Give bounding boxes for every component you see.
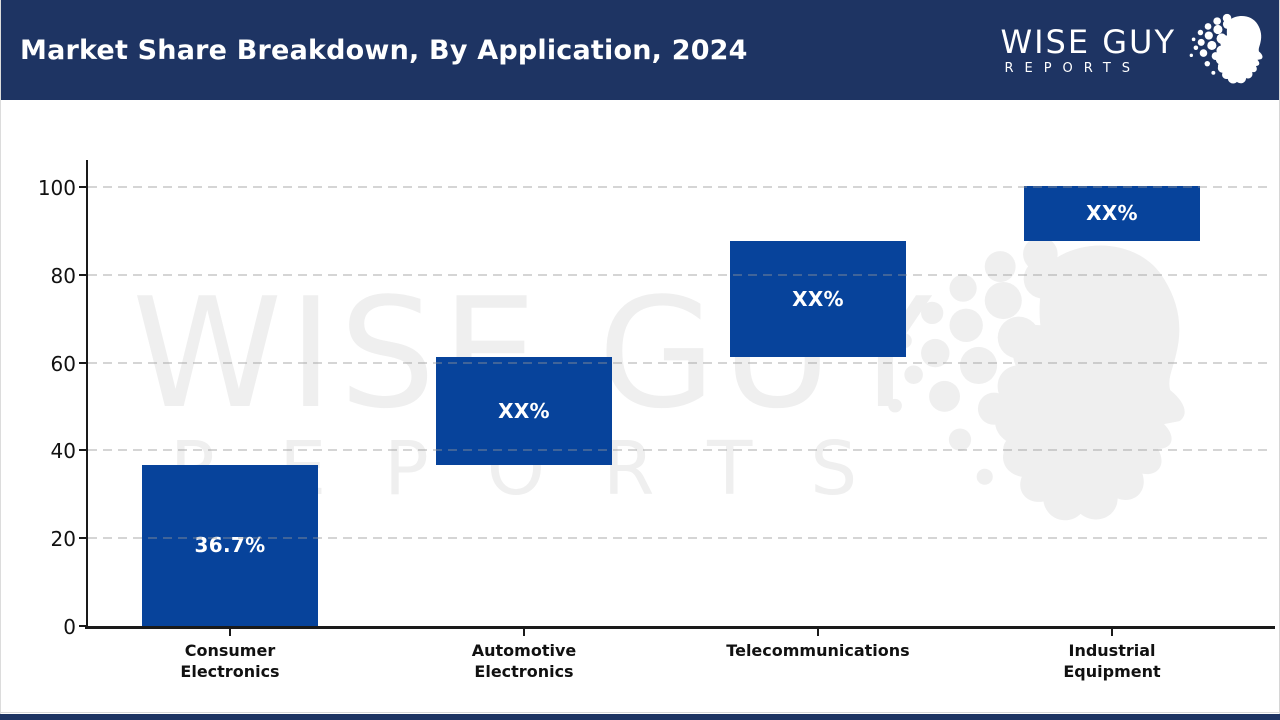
x-axis-spine xyxy=(85,626,1275,629)
y-tick-mark-80 xyxy=(79,273,87,276)
y-tick-label-100: 100 xyxy=(37,176,76,200)
bar-value-label: XX% xyxy=(498,398,550,423)
logo-text: WISE GUY REPORTS xyxy=(1000,26,1176,75)
gridline-40 xyxy=(88,449,1272,452)
header-banner: Market Share Breakdown, By Application, … xyxy=(0,0,1280,100)
bar-telecommunications: XX% xyxy=(730,240,906,357)
bar-value-label: XX% xyxy=(1086,201,1138,226)
y-tick-label-20: 20 xyxy=(50,527,76,552)
y-tick-mark-20 xyxy=(79,537,87,540)
gridline-100 xyxy=(88,186,1272,188)
bar-value-label: XX% xyxy=(792,286,844,311)
x-tick-mark xyxy=(1111,629,1113,636)
x-category-label: Automotive Electronics xyxy=(471,641,577,681)
x-tick-mark xyxy=(229,629,231,636)
wiseguy-reports-logo: WISE GUY REPORTS xyxy=(1000,10,1266,90)
y-tick-label-80: 80 xyxy=(50,263,76,288)
bar-consumer-electronics: 36.7% xyxy=(142,464,318,626)
x-category-label: Telecommunications xyxy=(726,641,910,660)
gridline-20 xyxy=(88,537,1272,540)
gridline-80 xyxy=(88,273,1272,276)
y-tick-label-60: 60 xyxy=(50,351,76,376)
y-tick-mark-100 xyxy=(79,186,87,188)
x-category-label: Consumer Electronics xyxy=(180,641,280,681)
bar-automotive-electronics: XX% xyxy=(436,356,612,465)
dotted-face-logo-icon xyxy=(1189,13,1263,84)
y-axis-spine xyxy=(86,160,88,629)
y-tick-label-0: 0 xyxy=(63,615,76,639)
footer-bar xyxy=(0,714,1280,720)
y-tick-mark-40 xyxy=(79,449,87,452)
y-tick-mark-0 xyxy=(79,625,87,627)
logo-subtitle: REPORTS xyxy=(1004,60,1142,76)
chart-title: Market Share Breakdown, By Application, … xyxy=(20,34,748,66)
y-tick-mark-60 xyxy=(79,361,87,364)
gridline-60 xyxy=(88,361,1272,364)
bar-industrial-equipment: XX% xyxy=(1024,185,1200,241)
x-tick-mark xyxy=(523,629,525,636)
bar-value-label: 36.7% xyxy=(194,533,266,558)
logo-wordmark: WISE GUY xyxy=(1000,22,1176,61)
x-category-label: Industrial Equipment xyxy=(1063,641,1161,681)
y-tick-label-40: 40 xyxy=(50,439,76,464)
footer-hairline xyxy=(0,712,1280,713)
x-tick-mark xyxy=(817,629,819,636)
